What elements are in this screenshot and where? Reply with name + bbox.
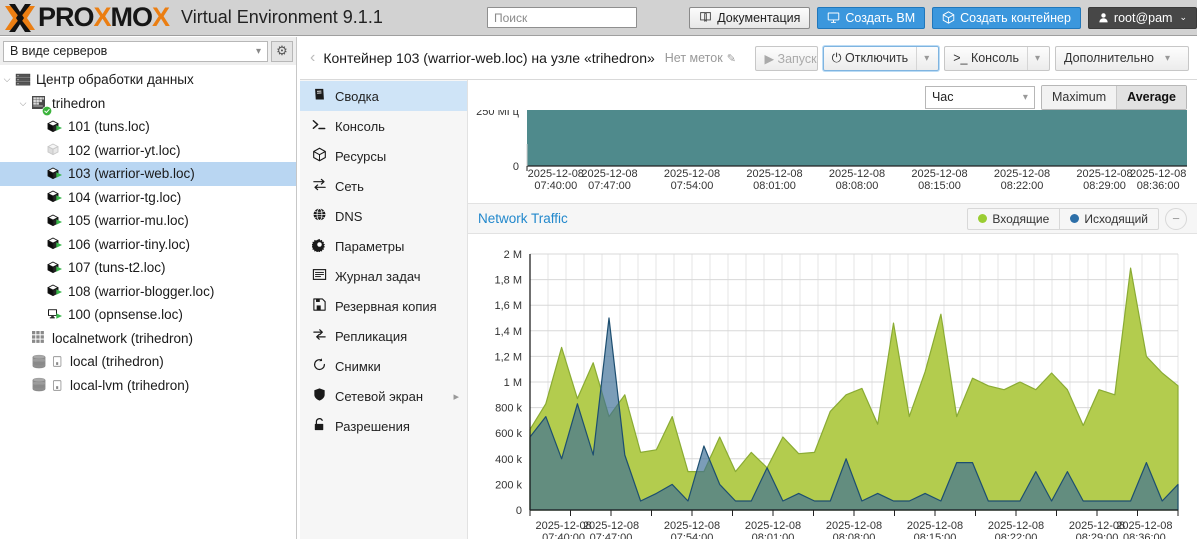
svg-text:800 k: 800 k bbox=[495, 403, 522, 415]
svg-text:2 M: 2 M bbox=[504, 249, 522, 261]
svg-text:1,4 M: 1,4 M bbox=[494, 326, 522, 338]
svg-text:600 k: 600 k bbox=[495, 428, 522, 440]
svg-text:200 k: 200 k bbox=[495, 479, 522, 491]
svg-text:1,8 M: 1,8 M bbox=[494, 275, 522, 287]
svg-text:250 MГц: 250 MГц bbox=[476, 110, 520, 118]
svg-text:400 k: 400 k bbox=[495, 454, 522, 466]
svg-text:1,2 M: 1,2 M bbox=[494, 351, 522, 363]
svg-text:1 M: 1 M bbox=[504, 377, 522, 389]
svg-text:0: 0 bbox=[516, 505, 522, 517]
svg-text:1,6 M: 1,6 M bbox=[494, 300, 522, 312]
svg-text:0: 0 bbox=[513, 161, 519, 173]
